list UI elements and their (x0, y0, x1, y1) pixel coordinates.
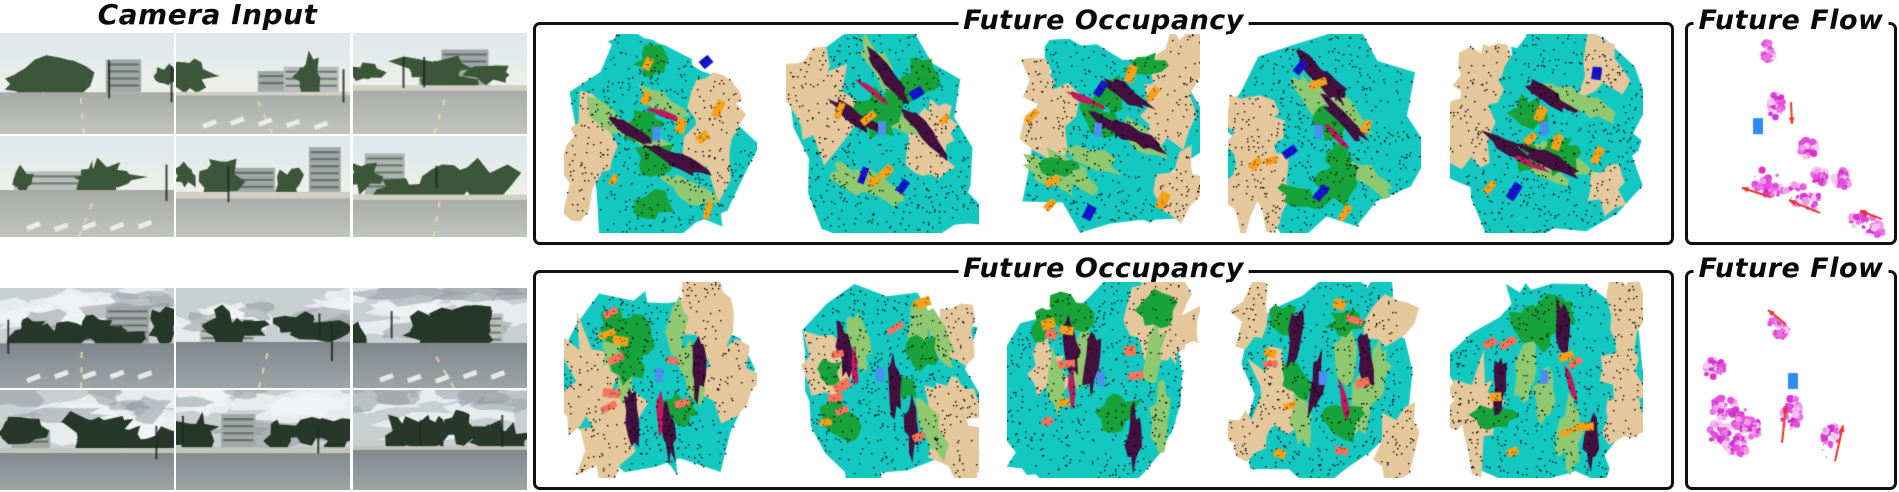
occupancy-map (1228, 34, 1422, 233)
occupancy-map (1449, 282, 1643, 478)
future-occupancy-title: Future Occupancy (958, 5, 1249, 38)
camera-view (352, 390, 527, 490)
occupancy-frame-strip (536, 25, 1671, 242)
camera-view (0, 136, 174, 237)
camera-view (176, 288, 351, 388)
occupancy-map (564, 282, 758, 478)
camera-input-title: Camera Input (97, 0, 318, 31)
future-flow-box-row2: Future Flow (1685, 253, 1897, 490)
occupancy-map (785, 34, 979, 233)
occupancy-map (1449, 34, 1643, 233)
camera-grid-row2 (0, 288, 527, 490)
flow-map (1691, 30, 1891, 239)
occupancy-map (1228, 282, 1422, 478)
camera-view (352, 33, 527, 134)
occupancy-map (1006, 34, 1200, 233)
future-flow-box-row1: Future Flow (1685, 5, 1897, 245)
flow-map (1691, 278, 1891, 484)
future-occupancy-title: Future Occupancy (958, 253, 1249, 286)
camera-view (176, 390, 351, 490)
camera-view (0, 33, 174, 134)
occupancy-map (564, 34, 758, 233)
camera-grid-row1 (0, 33, 527, 237)
future-occupancy-box-row1: Future Occupancy (533, 5, 1674, 245)
occupancy-map (785, 282, 979, 478)
occupancy-frame-strip (536, 273, 1671, 487)
occupancy-map (1006, 282, 1200, 478)
camera-view (0, 288, 174, 388)
camera-view (176, 136, 351, 237)
camera-view (176, 33, 351, 134)
future-occupancy-box-row2: Future Occupancy (533, 253, 1674, 490)
camera-view (352, 136, 527, 237)
camera-view (0, 390, 174, 490)
camera-view (352, 288, 527, 388)
